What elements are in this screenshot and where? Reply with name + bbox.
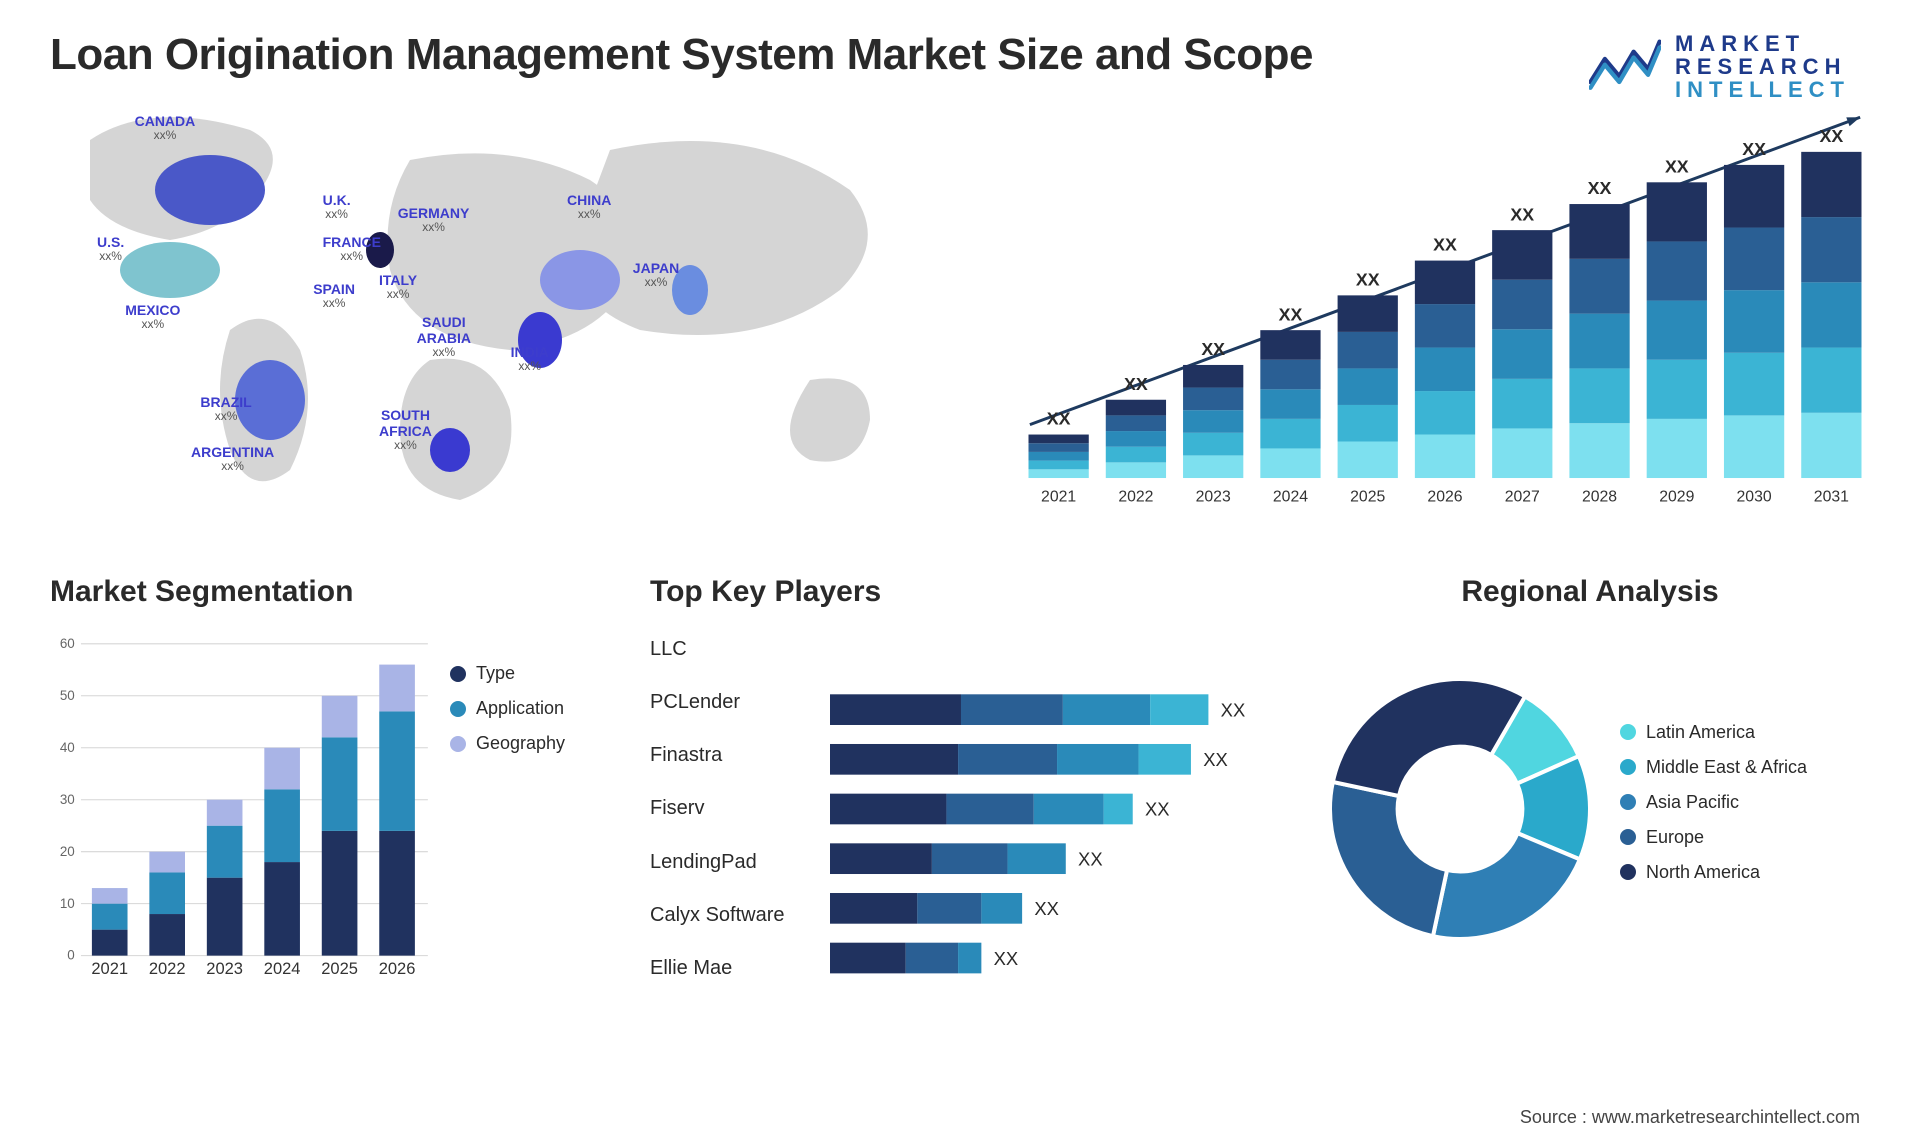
svg-text:XX: XX [1034,898,1059,919]
regional-title: Regional Analysis [1310,575,1870,609]
svg-text:XX: XX [1124,374,1148,394]
svg-text:2024: 2024 [264,960,301,978]
svg-text:2026: 2026 [1427,489,1462,506]
segmentation-bar-chart: 0 10 20 30 40 50 60 2021 2022 2023 2024 2025 2026 [50,623,432,995]
svg-text:2021: 2021 [1041,489,1076,506]
svg-text:XX: XX [1201,339,1225,359]
svg-text:50: 50 [60,688,75,703]
player-name: LendingPad [650,851,810,874]
growth-chart-panel: XX 2021 XX 2022 XX 2023 XX 2024 XX 2025 XX 2026 XX 20… [1020,100,1870,520]
legend-item: Latin America [1620,722,1870,743]
segmentation-panel: Market Segmentation 0 10 20 30 40 50 60 2021 202… [50,575,620,995]
legend-swatch-icon [450,736,466,752]
svg-text:XX: XX [1588,178,1612,198]
svg-text:XX: XX [1203,749,1228,770]
legend-item: Application [450,698,620,719]
svg-text:2027: 2027 [1505,489,1540,506]
svg-text:2029: 2029 [1659,489,1694,506]
svg-text:2021: 2021 [91,960,128,978]
legend-label: Middle East & Africa [1646,757,1807,778]
legend-swatch-icon [450,701,466,717]
svg-text:XX: XX [1221,699,1246,720]
logo-text-1: MARKET [1675,32,1850,55]
player-name: Ellie Mae [650,957,810,980]
segmentation-legend: Type Application Geography [450,623,620,995]
svg-text:2028: 2028 [1582,489,1617,506]
svg-text:2022: 2022 [149,960,186,978]
players-title: Top Key Players [650,575,1280,609]
world-map-panel: CANADAxx%U.S.xx%MEXICOxx%BRAZILxx%ARGENT… [50,100,990,520]
regional-legend: Latin America Middle East & Africa Asia Pa… [1620,722,1870,897]
svg-text:60: 60 [60,636,75,651]
svg-text:XX: XX [1742,139,1766,159]
legend-swatch-icon [1620,759,1636,775]
svg-text:2031: 2031 [1814,489,1849,506]
growth-bar-chart: XX 2021 XX 2022 XX 2023 XX 2024 XX 2025 XX 2026 XX 20… [1020,100,1870,520]
svg-text:2030: 2030 [1737,489,1772,506]
svg-text:XX: XX [1665,156,1689,176]
brand-logo: MARKET RESEARCH INTELLECT [1589,32,1850,101]
svg-text:XX: XX [1279,304,1303,324]
legend-label: Type [476,663,515,684]
players-hbar-chart: XX XX XX XX XX XX [830,623,1280,995]
svg-text:2025: 2025 [1350,489,1385,506]
svg-text:2023: 2023 [1196,489,1231,506]
logo-text-2: RESEARCH [1675,55,1850,78]
legend-item: Middle East & Africa [1620,757,1870,778]
svg-text:XX: XX [1078,848,1103,869]
legend-swatch-icon [1620,794,1636,810]
svg-text:2024: 2024 [1273,489,1308,506]
svg-text:2023: 2023 [206,960,243,978]
svg-text:30: 30 [60,792,75,807]
segmentation-title: Market Segmentation [50,575,620,609]
player-name: Fiserv [650,797,810,820]
svg-text:20: 20 [60,844,75,859]
legend-swatch-icon [1620,829,1636,845]
player-name: Finastra [650,744,810,767]
legend-item: Geography [450,733,620,754]
svg-text:2026: 2026 [379,960,416,978]
svg-text:XX: XX [1047,409,1071,429]
regional-donut-chart [1310,659,1610,959]
world-map-icon [50,100,990,520]
legend-item: Asia Pacific [1620,792,1870,813]
svg-text:XX: XX [1819,126,1843,146]
legend-item: Type [450,663,620,684]
legend-item: Europe [1620,827,1870,848]
legend-label: North America [1646,862,1760,883]
svg-text:0: 0 [67,948,74,963]
svg-text:XX: XX [994,948,1019,969]
legend-swatch-icon [1620,724,1636,740]
regional-panel: Regional Analysis Latin America Middle Ea… [1310,575,1870,995]
legend-swatch-icon [1620,864,1636,880]
svg-text:10: 10 [60,896,75,911]
legend-item: North America [1620,862,1870,883]
player-name: PCLender [650,691,810,714]
logo-mark-icon [1589,37,1661,96]
player-name: Calyx Software [650,904,810,927]
svg-text:XX: XX [1356,269,1380,289]
svg-text:XX: XX [1433,235,1457,255]
legend-label: Asia Pacific [1646,792,1739,813]
svg-text:40: 40 [60,740,75,755]
source-attribution: Source : www.marketresearchintellect.com [1520,1107,1860,1128]
legend-label: Application [476,698,564,719]
players-panel: Top Key Players LLC PCLender Finastra Fiser… [650,575,1280,995]
players-name-list: LLC PCLender Finastra Fiserv LendingPad Calyx… [650,623,810,995]
svg-text:2025: 2025 [321,960,358,978]
legend-label: Geography [476,733,565,754]
logo-text-3: INTELLECT [1675,78,1850,101]
svg-text:2022: 2022 [1118,489,1153,506]
legend-swatch-icon [450,666,466,682]
svg-text:XX: XX [1145,799,1170,820]
legend-label: Europe [1646,827,1704,848]
legend-label: Latin America [1646,722,1755,743]
player-name: LLC [650,638,810,661]
svg-text:XX: XX [1510,204,1534,224]
